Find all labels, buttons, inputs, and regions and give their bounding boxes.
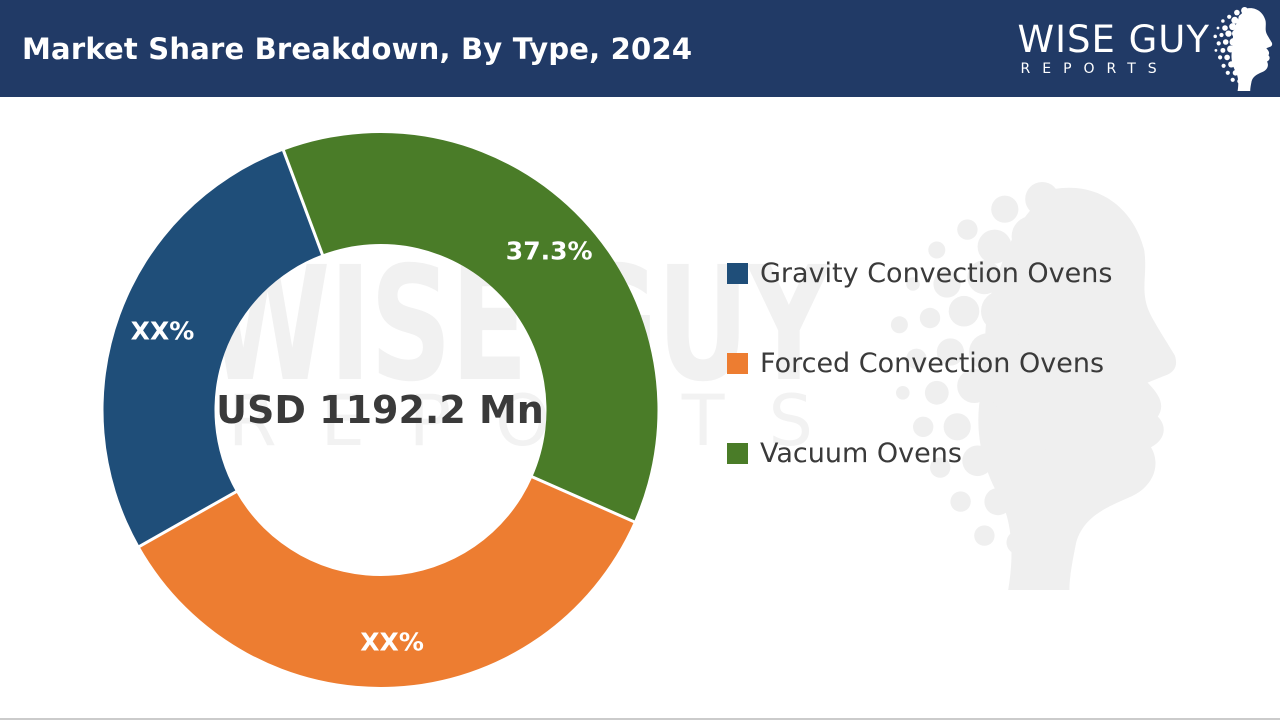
slice-gravity-convection-ovens <box>103 150 323 547</box>
slice-gap <box>529 474 637 524</box>
legend: Gravity Convection Ovens Forced Convectio… <box>727 258 1112 528</box>
legend-label: Gravity Convection Ovens <box>760 257 1113 289</box>
legend-label: Forced Convection Ovens <box>760 347 1105 379</box>
logo-text: WISE GUY REPORTS <box>1018 21 1210 77</box>
logo-reports-text: REPORTS <box>1020 60 1169 77</box>
wiseguy-logo: WISE GUY REPORTS <box>1018 6 1274 91</box>
slice-label: XX% <box>360 628 424 657</box>
slice-forced-convection-ovens <box>139 476 634 687</box>
slice-label: 37.3% <box>506 237 593 266</box>
slice-label: XX% <box>131 317 195 346</box>
donut-chart: XX% XX% 37.3% <box>80 108 684 720</box>
bottom-divider <box>0 718 1280 720</box>
slice-gap <box>281 148 325 257</box>
page-title: Market Share Breakdown, By Type, 2024 <box>22 31 693 66</box>
legend-swatch <box>727 442 748 464</box>
legend-label: Vacuum Ovens <box>760 437 962 469</box>
legend-swatch <box>727 352 748 374</box>
legend-item-gravity-convection-ovens: Gravity Convection Ovens <box>727 257 1113 289</box>
legend-item-vacuum-ovens: Vacuum Ovens <box>727 437 1112 469</box>
legend-item-forced-convection-ovens: Forced Convection Ovens <box>727 347 1112 379</box>
slice-vacuum-ovens <box>283 132 658 522</box>
header: Market Share Breakdown, By Type, 2024 WI… <box>0 0 1280 97</box>
slice-gap <box>136 489 239 549</box>
wiseguy-face-icon <box>1213 6 1273 91</box>
legend-swatch <box>727 262 748 284</box>
logo-wordmark: WISE GUY <box>1017 17 1210 61</box>
chart-center-label: USD 1192.2 Mn <box>216 388 544 432</box>
